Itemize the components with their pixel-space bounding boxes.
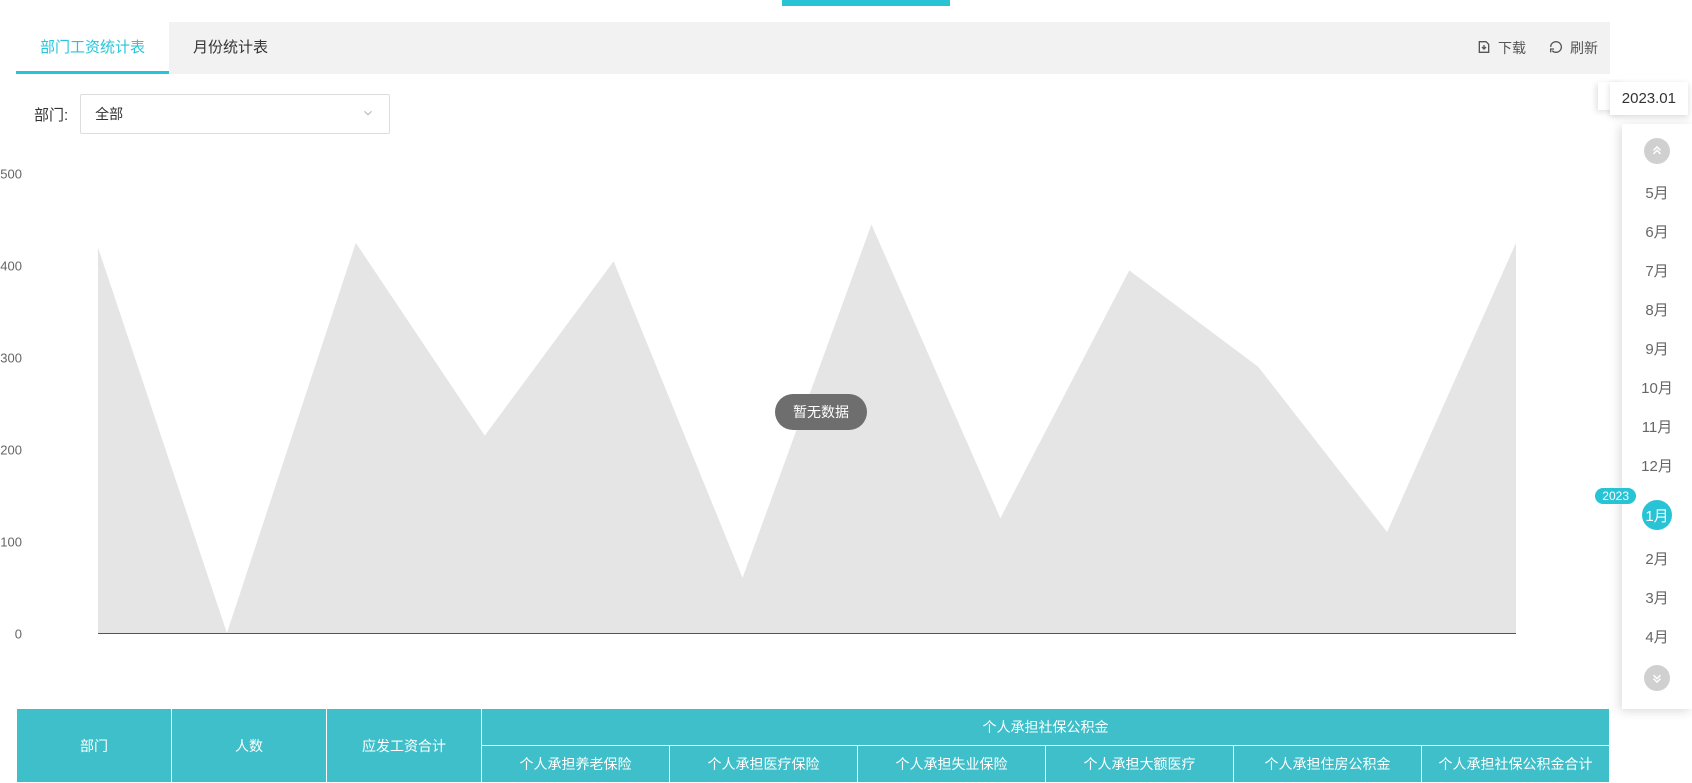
y-tick: 200	[0, 443, 22, 458]
table-region: 部门人数应发工资合计个人承担社保公积金个人承担养老保险个人承担医疗保险个人承担失…	[16, 708, 1610, 783]
month-item[interactable]: 5月	[1645, 182, 1668, 203]
tab-1[interactable]: 月份统计表	[169, 22, 292, 74]
month-item[interactable]: 3月	[1645, 587, 1668, 608]
refresh-button[interactable]: 刷新	[1548, 38, 1598, 58]
y-tick: 400	[0, 259, 22, 274]
table-header-group: 个人承担社保公积金	[482, 709, 1610, 746]
content-card: 部门: 全部 0100200300400500 暂无数据	[16, 74, 1610, 664]
download-icon	[1476, 39, 1492, 58]
month-item[interactable]: 6月	[1645, 221, 1668, 242]
chart-empty-text: 暂无数据	[793, 404, 849, 420]
tabs-container: 部门工资统计表月份统计表	[16, 22, 292, 74]
month-list: 5月 6月 7月 8月 9月 10月 11月 12月 1月2023 2月 3月 4月	[1622, 172, 1692, 657]
filter-row: 部门: 全部	[34, 94, 1610, 134]
download-button[interactable]: 下载	[1476, 38, 1526, 58]
toolbar-right: 下载 刷新	[1476, 38, 1598, 58]
month-item[interactable]: 1月2023	[1642, 500, 1672, 530]
scroll-up-button[interactable]	[1644, 138, 1670, 164]
table-header-cell: 应发工资合计	[327, 709, 482, 783]
filter-label: 部门:	[34, 104, 68, 125]
month-side-panel: 5月 6月 7月 8月 9月 10月 11月 12月 1月2023 2月 3月 4月	[1622, 124, 1692, 709]
salary-table: 部门人数应发工资合计个人承担社保公积金个人承担养老保险个人承担医疗保险个人承担失…	[16, 708, 1610, 783]
month-item[interactable]: 12月	[1641, 455, 1673, 476]
month-item[interactable]: 4月	[1645, 626, 1668, 647]
chart: 0100200300400500 暂无数据	[86, 174, 1556, 664]
chevron-down-icon	[361, 106, 375, 123]
top-indicator	[782, 0, 950, 6]
y-tick: 100	[0, 535, 22, 550]
y-tick: 500	[0, 167, 22, 182]
month-item[interactable]: 11月	[1642, 416, 1673, 437]
y-tick: 300	[0, 351, 22, 366]
tab-0[interactable]: 部门工资统计表	[16, 22, 169, 74]
table-header-cell: 部门	[17, 709, 172, 783]
month-item[interactable]: 10月	[1641, 377, 1673, 398]
month-item[interactable]: 9月	[1645, 338, 1668, 359]
department-select[interactable]: 全部	[80, 94, 390, 134]
month-item[interactable]: 7月	[1645, 260, 1668, 281]
select-value: 全部	[95, 104, 123, 124]
month-item[interactable]: 2月	[1645, 548, 1668, 569]
year-badge: 2023	[1595, 488, 1636, 504]
y-tick: 0	[15, 627, 22, 642]
month-item[interactable]: 8月	[1645, 299, 1668, 320]
tabs-bar: 部门工资统计表月份统计表 下载 刷新	[16, 22, 1610, 74]
refresh-label: 刷新	[1570, 38, 1598, 58]
table-header-cell: 人数	[172, 709, 327, 783]
table-head: 部门人数应发工资合计个人承担社保公积金个人承担养老保险个人承担医疗保险个人承担失…	[17, 709, 1610, 783]
current-period-label: 2023.01	[1610, 82, 1688, 115]
refresh-icon	[1548, 39, 1564, 58]
main-content: 部门工资统计表月份统计表 下载 刷新 部门: 全部	[16, 22, 1610, 664]
chart-empty-badge: 暂无数据	[775, 394, 867, 430]
download-label: 下载	[1498, 38, 1526, 58]
scroll-down-button[interactable]	[1644, 665, 1670, 691]
